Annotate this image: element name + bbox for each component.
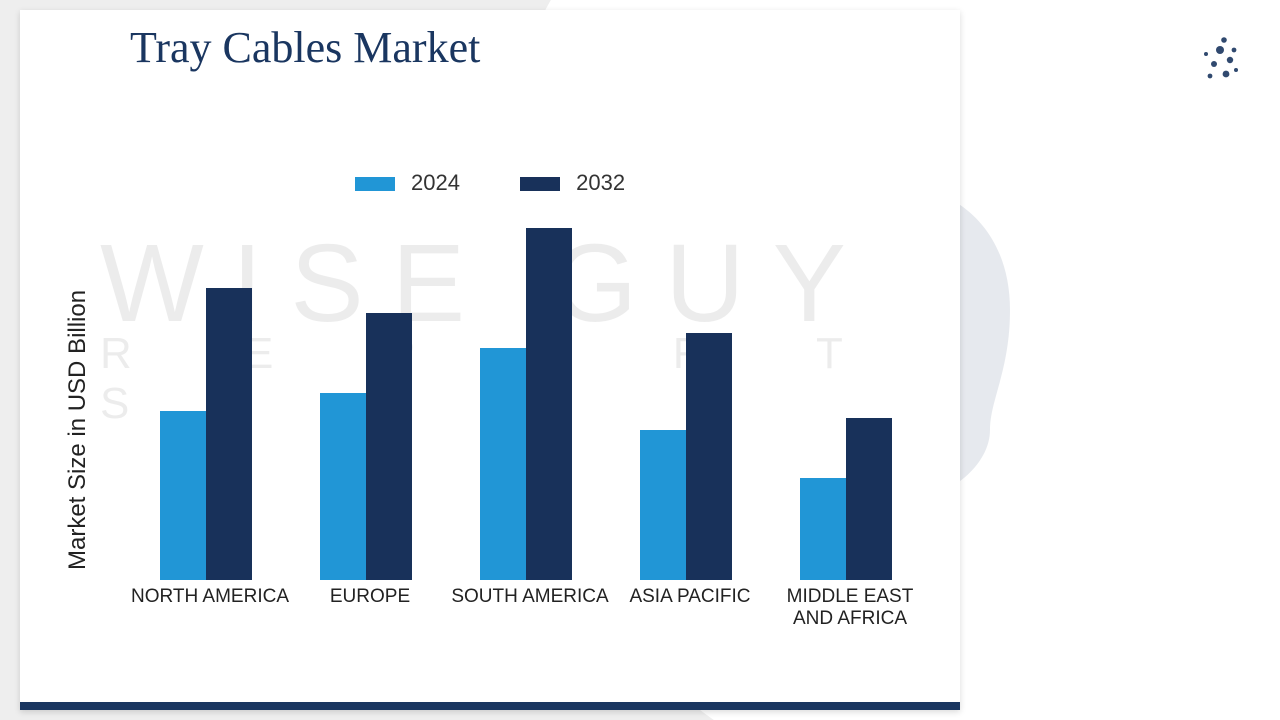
bar-2024 — [160, 411, 206, 581]
legend: 2024 2032 — [20, 170, 960, 196]
category-label: NORTH AMERICA — [130, 580, 290, 608]
bar-2024 — [480, 348, 526, 581]
bar-2032 — [686, 333, 732, 581]
bar-2032 — [526, 228, 572, 581]
bar-2032 — [206, 288, 252, 581]
category-label: ASIA PACIFIC — [610, 580, 770, 608]
category-label: SOUTH AMERICA — [450, 580, 610, 608]
plot-area: NORTH AMERICAEUROPESOUTH AMERICAASIA PAC… — [140, 220, 940, 580]
bar-2032 — [366, 313, 412, 580]
y-axis-label: Market Size in USD Billion — [64, 290, 92, 570]
legend-swatch-2032 — [520, 177, 560, 191]
category-label: MIDDLE EAST AND AFRICA — [770, 580, 930, 630]
legend-item-2024: 2024 — [355, 170, 460, 196]
chart-title: Tray Cables Market — [130, 22, 480, 73]
legend-label-2032: 2032 — [576, 170, 625, 195]
brand-logo: WISE GUY R E P O R T S — [997, 16, 1250, 75]
card-footer-stripe — [20, 702, 960, 710]
category-label: EUROPE — [290, 580, 450, 608]
legend-item-2032: 2032 — [520, 170, 625, 196]
bar-2024 — [320, 393, 366, 581]
chart-card: Tray Cables Market WISE GUY R E P O R T … — [20, 10, 960, 710]
bar-2032 — [846, 418, 892, 580]
logo-head-icon — [1170, 20, 1256, 116]
stage: WISE GUY R E P O R T S Tray Cables Marke… — [0, 0, 1280, 720]
bar-2024 — [640, 430, 686, 580]
legend-label-2024: 2024 — [411, 170, 460, 195]
legend-swatch-2024 — [355, 177, 395, 191]
bar-2024 — [800, 478, 846, 580]
